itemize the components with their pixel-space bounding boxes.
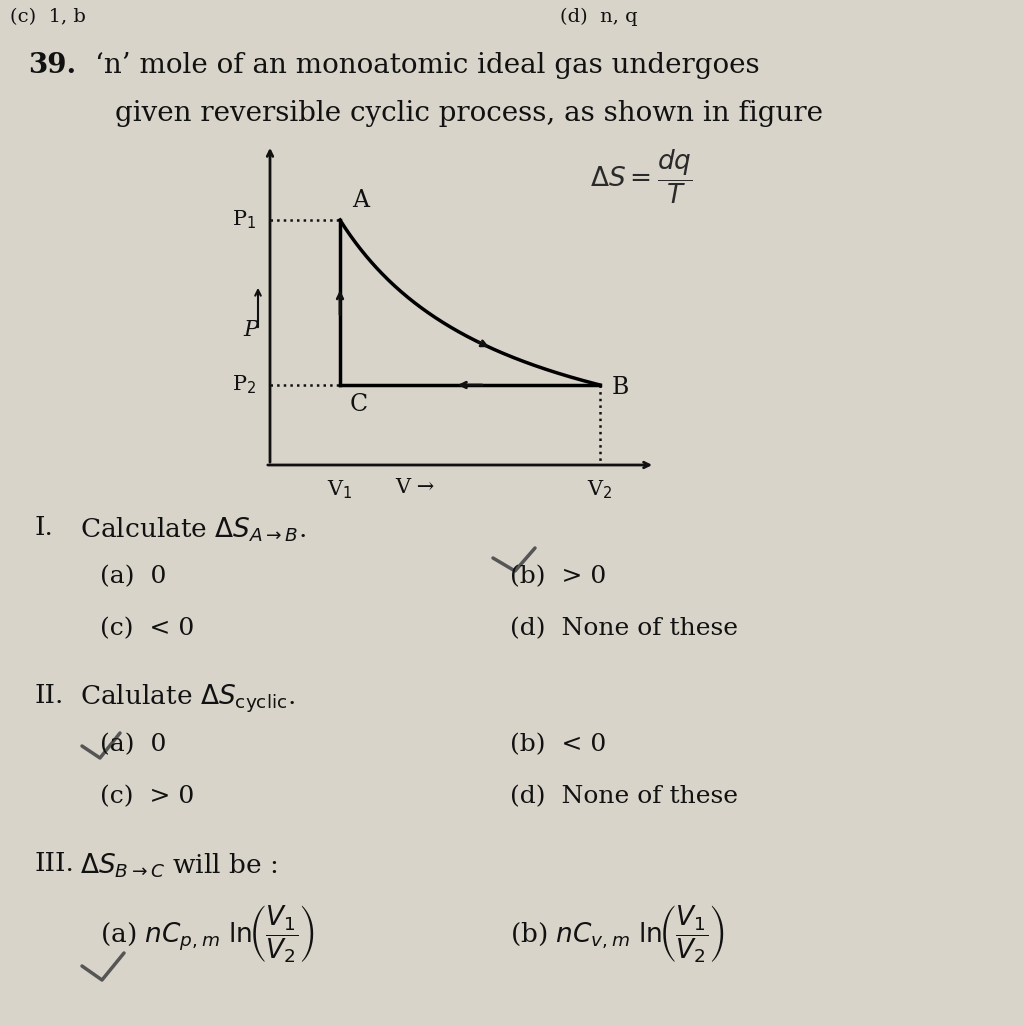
- Text: V$_1$: V$_1$: [328, 478, 352, 500]
- Text: (c)  < 0: (c) < 0: [100, 617, 195, 640]
- Text: given reversible cyclic process, as shown in figure: given reversible cyclic process, as show…: [115, 100, 823, 127]
- Text: (d)  None of these: (d) None of these: [510, 617, 738, 640]
- Text: (b)  > 0: (b) > 0: [510, 565, 606, 588]
- Text: (c)  > 0: (c) > 0: [100, 785, 195, 808]
- Text: C: C: [350, 393, 368, 416]
- Text: III.: III.: [35, 851, 75, 876]
- Text: Calculate $\Delta S_{A\rightarrow B}$.: Calculate $\Delta S_{A\rightarrow B}$.: [80, 515, 306, 543]
- Text: (a)  0: (a) 0: [100, 565, 166, 588]
- Text: (d)  n, q: (d) n, q: [560, 8, 638, 27]
- Text: (c)  1, b: (c) 1, b: [10, 8, 86, 26]
- Text: II.: II.: [35, 683, 65, 708]
- Text: (b) $nC_{v,m}\ \mathrm{ln}\!\left(\dfrac{V_1}{V_2}\right)$: (b) $nC_{v,m}\ \mathrm{ln}\!\left(\dfrac…: [510, 903, 725, 965]
- Text: $\Delta S_{B\rightarrow C}$ will be :: $\Delta S_{B\rightarrow C}$ will be :: [80, 851, 278, 879]
- Text: 39.: 39.: [28, 52, 76, 79]
- Text: V$_2$: V$_2$: [588, 478, 612, 500]
- Text: P: P: [243, 319, 258, 341]
- Text: P$_1$: P$_1$: [231, 209, 256, 232]
- Text: (d)  None of these: (d) None of these: [510, 785, 738, 808]
- Text: ‘n’ mole of an monoatomic ideal gas undergoes: ‘n’ mole of an monoatomic ideal gas unde…: [95, 52, 760, 79]
- Text: V →: V →: [395, 478, 434, 497]
- Text: $\Delta S = \dfrac{dq}{T}$: $\Delta S = \dfrac{dq}{T}$: [590, 148, 692, 206]
- Text: (b)  < 0: (b) < 0: [510, 733, 606, 756]
- Text: (a)  0: (a) 0: [100, 733, 166, 756]
- Text: Calulate $\Delta S_{\mathrm{cyclic}}$.: Calulate $\Delta S_{\mathrm{cyclic}}$.: [80, 683, 295, 715]
- Text: P$_2$: P$_2$: [231, 374, 256, 397]
- Text: I.: I.: [35, 515, 54, 540]
- Text: B: B: [612, 376, 630, 400]
- Text: A: A: [352, 189, 369, 212]
- Text: (a) $nC_{p,m}\ \mathrm{ln}\!\left(\dfrac{V_1}{V_2}\right)$: (a) $nC_{p,m}\ \mathrm{ln}\!\left(\dfrac…: [100, 903, 314, 965]
